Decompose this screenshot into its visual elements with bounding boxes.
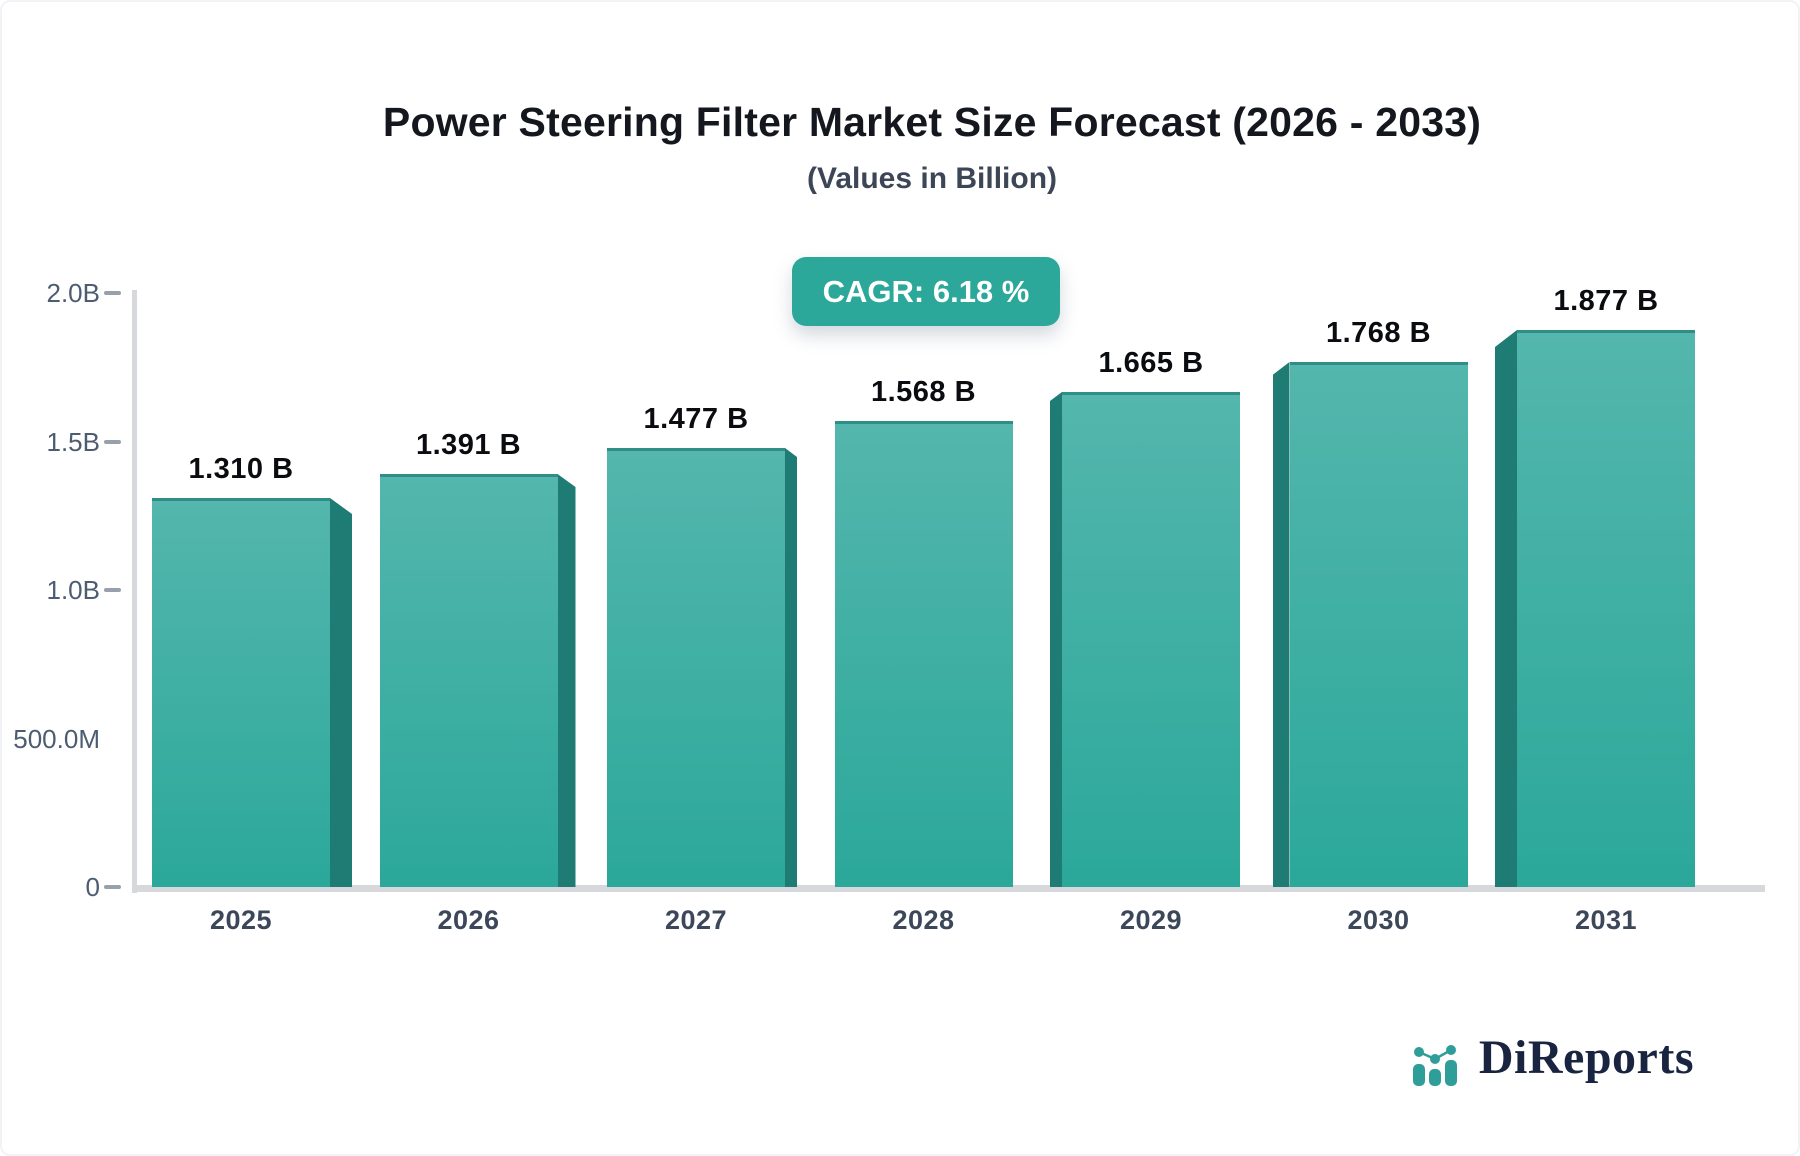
x-axis-label: 2026	[437, 905, 500, 935]
y-axis-label: 1.0B	[46, 575, 101, 605]
bar-side-face	[1495, 330, 1517, 887]
bar-side-face	[330, 498, 352, 887]
y-tick-dash	[104, 588, 121, 592]
bar-2025[interactable]	[152, 498, 330, 887]
x-axis-label: 2028	[892, 905, 955, 935]
cagr-badge: CAGR: 6.18 %	[792, 257, 1060, 326]
y-tick-dash	[104, 885, 121, 889]
bar-side-face	[785, 448, 797, 887]
y-axis-label: 0	[85, 872, 100, 902]
y-tick-dash	[104, 291, 121, 295]
bar-side-face	[1050, 392, 1062, 887]
x-axis-label: 2031	[1574, 905, 1638, 935]
bar-value-label: 1.768 B	[1325, 317, 1432, 349]
bar-value-label: 1.391 B	[415, 429, 522, 461]
x-axis-label: 2027	[664, 905, 728, 935]
chart-title: Power Steering Filter Market Size Foreca…	[382, 99, 1482, 145]
bar-2027[interactable]	[607, 448, 785, 887]
x-axis-label: 2025	[209, 905, 273, 935]
bar-side-face	[557, 474, 576, 887]
y-axis-line	[132, 290, 137, 893]
y-tick-dash	[104, 439, 121, 444]
bar-2031[interactable]	[1517, 330, 1695, 887]
x-axis-label: 2030	[1347, 905, 1410, 935]
bar-value-label: 1.568 B	[870, 376, 977, 408]
y-axis-label: 500.0M	[13, 723, 100, 754]
bar-2028[interactable]	[834, 421, 1013, 887]
bar-side-face	[1272, 362, 1290, 887]
x-axis-line	[132, 885, 1765, 892]
bar-value-label: 1.665 B	[1098, 347, 1204, 379]
y-axis-label: 1.5B	[46, 426, 101, 457]
bar-2030[interactable]	[1289, 362, 1468, 887]
bar-2026[interactable]	[379, 474, 558, 887]
bar-value-label: 1.877 B	[1553, 285, 1659, 317]
chart-subtitle: (Values in Billion)	[806, 162, 1058, 195]
direports-logo-icon	[1412, 1045, 1457, 1086]
bar-2029[interactable]	[1062, 392, 1240, 887]
bar-value-label: 1.310 B	[188, 453, 294, 485]
x-axis-label: 2029	[1119, 905, 1183, 935]
direports-logo: DiReports	[1409, 1020, 1694, 1094]
bar-value-label: 1.477 B	[643, 403, 749, 435]
direports-logo-text: DiReports	[1478, 1030, 1694, 1084]
y-axis-label: 2.0B	[46, 278, 101, 308]
